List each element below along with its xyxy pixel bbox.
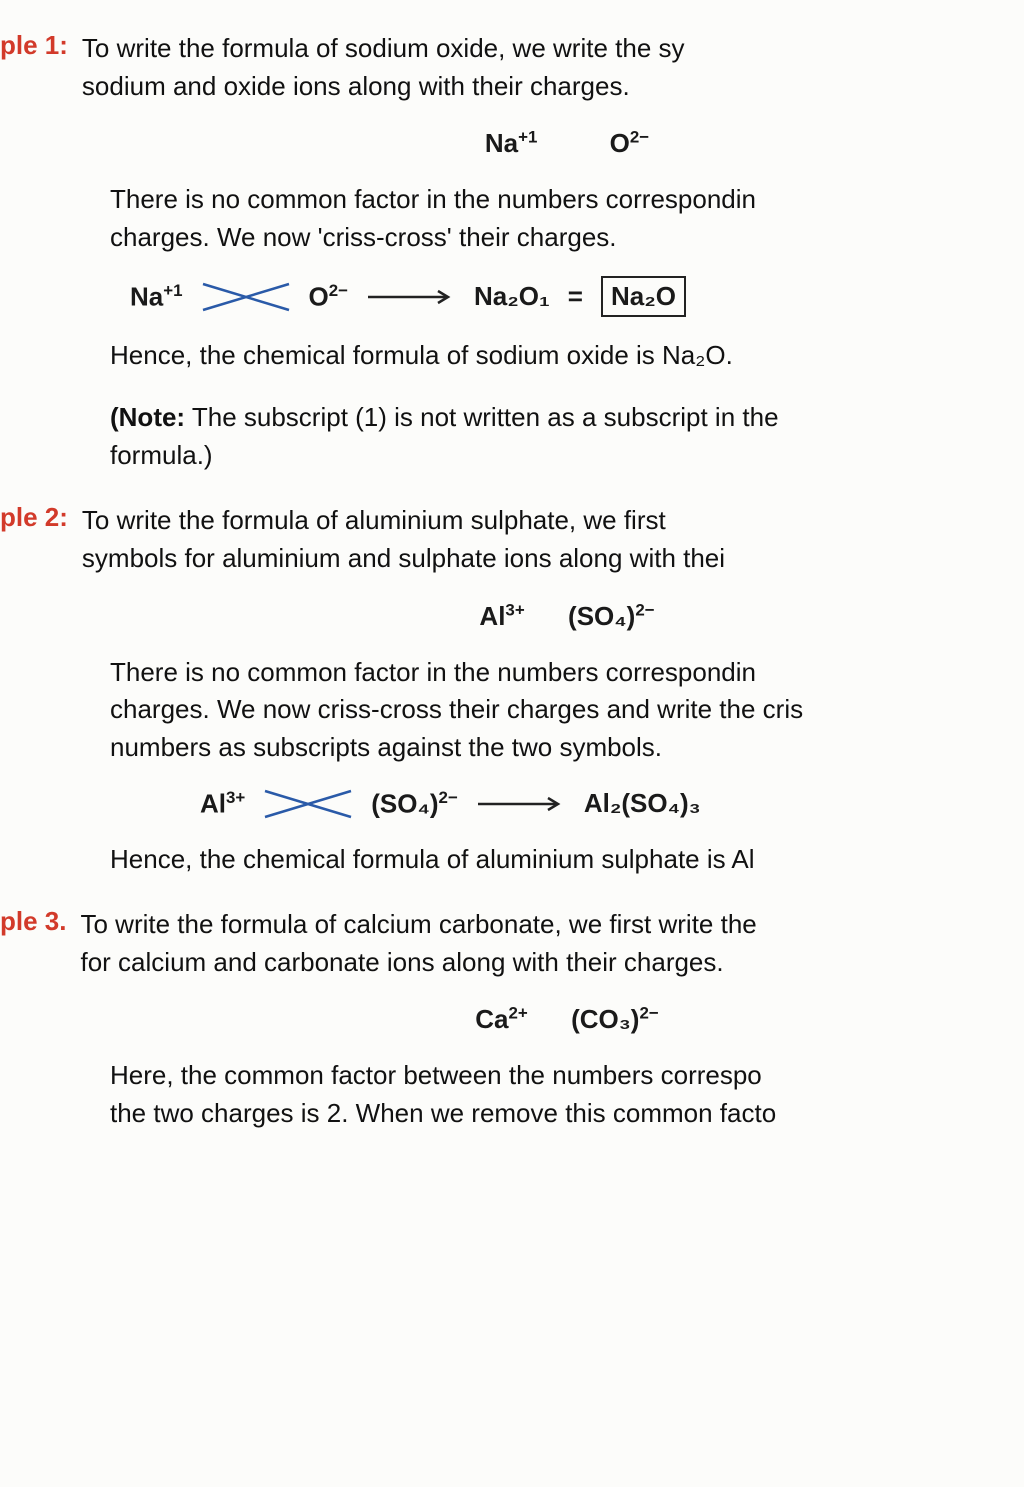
example-1-label: ple 1:	[0, 30, 82, 61]
example-2-intro: To write the formula of aluminium sulpha…	[82, 502, 725, 577]
example-2: ple 2: To write the formula of aluminium…	[0, 502, 1024, 878]
example-2-label: ple 2:	[0, 502, 82, 533]
example-2-heading: ple 2: To write the formula of aluminium…	[0, 502, 1024, 577]
example-3-para2: Here, the common factor between the numb…	[110, 1057, 1024, 1132]
text: charges. We now criss-cross their charge…	[110, 694, 803, 724]
example-2-conclusion: Hence, the chemical formula of aluminium…	[110, 841, 1024, 879]
example-1-crisscross: Na+1 O2− Na₂O₁ = Na₂O	[130, 276, 1024, 317]
text: To write the formula of aluminium sulpha…	[82, 505, 666, 535]
example-1-para2: There is no common factor in the numbers…	[110, 181, 1024, 256]
example-1-heading: ple 1: To write the formula of sodium ox…	[0, 30, 1024, 105]
example-3-heading: ple 3. To write the formula of calcium c…	[0, 906, 1024, 981]
ion-sulphate: (SO₄)2−	[371, 788, 458, 820]
text: Here, the common factor between the numb…	[110, 1060, 762, 1090]
ion-calcium: Ca2+	[475, 1004, 528, 1034]
text: the two charges is 2. When we remove thi…	[110, 1098, 776, 1128]
arrow-icon	[476, 794, 566, 814]
formula-final: Al₂(SO₄)₃	[584, 788, 701, 819]
example-2-ions: Al3+ (SO₄)2−	[110, 600, 1024, 632]
ion-carbonate: (CO₃)2−	[571, 1004, 659, 1034]
example-1-conclusion: Hence, the chemical formula of sodium ox…	[110, 337, 1024, 375]
example-1-intro: To write the formula of sodium oxide, we…	[82, 30, 685, 105]
example-3-ions: Ca2+ (CO₃)2−	[110, 1004, 1024, 1036]
ion-oxide: O2−	[610, 128, 650, 158]
example-1-note: (Note: The subscript (1) is not written …	[110, 399, 1024, 474]
ion-sodium: Na+1	[130, 281, 183, 313]
text: symbols for aluminium and sulphate ions …	[82, 543, 725, 573]
criss-cross-icon	[201, 280, 291, 314]
ion-sodium: Na+1	[485, 128, 538, 158]
example-3: ple 3. To write the formula of calcium c…	[0, 906, 1024, 1132]
example-2-para2: There is no common factor in the numbers…	[110, 654, 1024, 767]
text: for calcium and carbonate ions along wit…	[80, 947, 723, 977]
example-1: ple 1: To write the formula of sodium ox…	[0, 30, 1024, 474]
example-1-ions: Na+1 O2−	[110, 127, 1024, 159]
text: There is no common factor in the numbers…	[110, 657, 756, 687]
text: To write the formula of calcium carbonat…	[80, 909, 756, 939]
ion-oxide: O2−	[309, 281, 349, 313]
formula-final-boxed: Na₂O	[601, 276, 686, 317]
note-text: The subscript (1) is not written as a su…	[185, 402, 778, 432]
document-body: ple 1: To write the formula of sodium ox…	[0, 30, 1024, 1133]
arrow-icon	[366, 287, 456, 307]
ion-sulphate: (SO₄)2−	[568, 601, 655, 631]
note-label: (Note:	[110, 402, 185, 432]
criss-cross-icon	[263, 787, 353, 821]
ion-aluminium: Al3+	[200, 788, 245, 820]
equals-sign: =	[568, 281, 583, 312]
example-2-crisscross: Al3+ (SO₄)2− Al₂(SO₄)₃	[200, 787, 1024, 821]
text: There is no common factor in the numbers…	[110, 184, 756, 214]
note-text-2: formula.)	[110, 440, 213, 470]
text: sodium and oxide ions along with their c…	[82, 71, 630, 101]
text: To write the formula of sodium oxide, we…	[82, 33, 685, 63]
text: numbers as subscripts against the two sy…	[110, 732, 662, 762]
example-3-label: ple 3.	[0, 906, 80, 937]
text: charges. We now 'criss-cross' their char…	[110, 222, 617, 252]
ion-aluminium: Al3+	[479, 601, 524, 631]
example-3-intro: To write the formula of calcium carbonat…	[80, 906, 756, 981]
formula-intermediate: Na₂O₁	[474, 281, 550, 312]
